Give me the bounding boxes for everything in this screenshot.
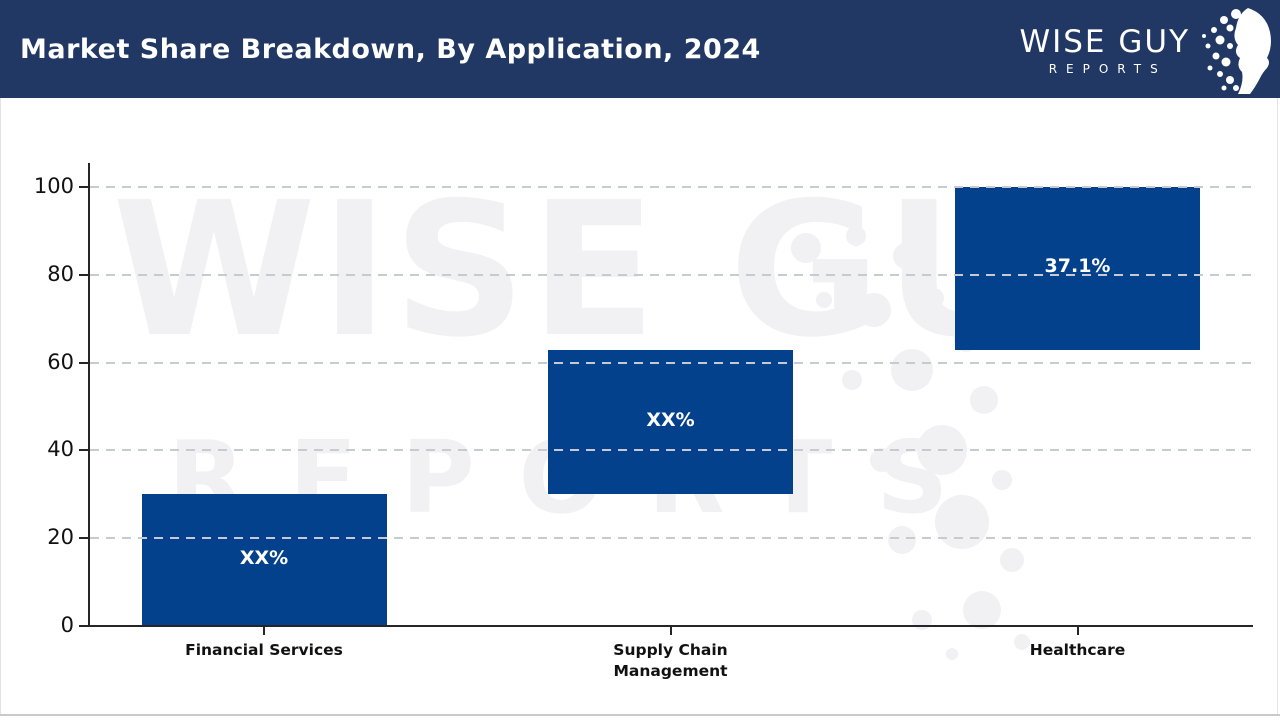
bar-value-label: 37.1% <box>1044 255 1111 278</box>
y-tick <box>79 449 88 452</box>
x-tick <box>263 627 265 635</box>
brand-logo-text: WISE GUY REPORTS <box>1019 26 1190 76</box>
chart-area: WISE GUY REPORTS XX%XX%37.1%020406080100… <box>0 98 1280 720</box>
y-tick <box>79 361 88 364</box>
y-gridline-80 <box>90 273 1253 276</box>
right-edge-border <box>1277 98 1278 714</box>
bottom-divider <box>0 714 1280 716</box>
x-category-label: Financial Services <box>185 641 343 659</box>
y-axis-line <box>88 163 90 627</box>
y-gridline-60 <box>90 361 1253 364</box>
y-tick-label: 100 <box>33 174 74 198</box>
y-tick-label: 40 <box>47 437 74 462</box>
header-bar: Market Share Breakdown, By Application, … <box>0 0 1280 98</box>
x-axis-line <box>88 625 1253 627</box>
x-tick <box>669 627 672 635</box>
x-category-label: Supply Chain Management <box>613 641 728 680</box>
y-tick <box>79 186 88 188</box>
y-gridline-100 <box>90 186 1253 188</box>
y-gridline-40 <box>90 449 1253 452</box>
page-title: Market Share Breakdown, By Application, … <box>20 34 761 65</box>
x-tick <box>1076 627 1079 635</box>
x-category-label: Healthcare <box>1029 641 1126 659</box>
brand-logo: WISE GUY REPORTS <box>1007 4 1272 94</box>
left-edge-border <box>0 98 1 714</box>
y-tick-label: 60 <box>47 349 74 374</box>
y-tick-label: 80 <box>47 261 74 286</box>
bar-value-label: XX% <box>646 409 695 432</box>
bar-1 <box>141 494 387 626</box>
y-tick-label: 20 <box>47 525 74 550</box>
y-tick <box>79 537 88 540</box>
brand-name: WISE GUY <box>1019 24 1190 60</box>
y-gridline-20 <box>90 537 1253 540</box>
y-tick <box>79 273 88 276</box>
bar-value-label: XX% <box>239 547 289 570</box>
bar-3 <box>955 187 1200 350</box>
bar-2 <box>548 349 793 495</box>
y-tick <box>79 625 88 627</box>
brand-subtitle: REPORTS <box>1048 61 1167 76</box>
y-tick-label: 0 <box>60 613 74 637</box>
dotted-head-icon <box>1202 8 1271 94</box>
